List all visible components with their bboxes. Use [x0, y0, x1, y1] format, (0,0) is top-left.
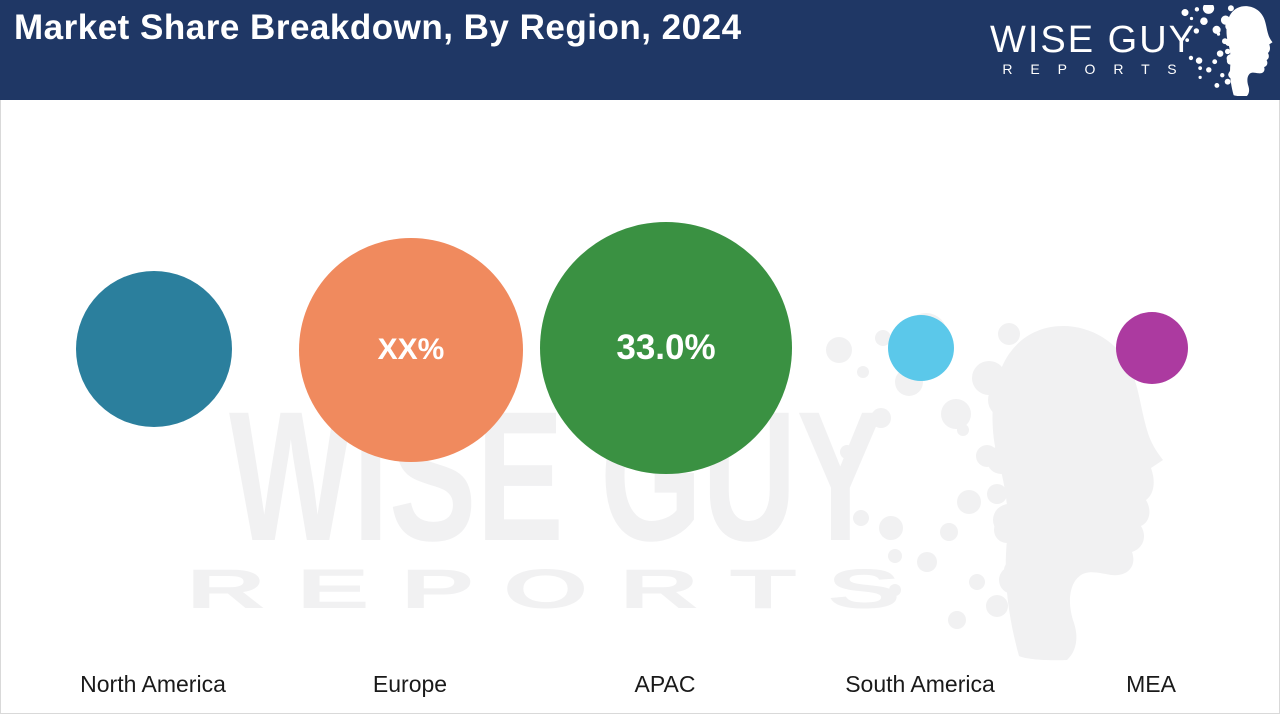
- bubble-south-america: [888, 315, 954, 381]
- logo-subtitle: R E P O R T S: [1002, 61, 1184, 77]
- bubble-value-label: 33.0%: [616, 328, 716, 367]
- bubble-north-america: [76, 271, 232, 427]
- category-label-mea: MEA: [1126, 671, 1176, 697]
- category-label-europe: Europe: [372, 671, 448, 697]
- logo-face-icon: [1181, 5, 1273, 96]
- wiseguy-logo: WISE GUY R E P O R T S: [990, 20, 1196, 77]
- page-title: Market Share Breakdown, By Region, 2024: [14, 8, 742, 47]
- bubble-apac: 33.0%: [540, 222, 792, 474]
- bubble-europe: XX%: [299, 238, 523, 462]
- category-label-north-america: North America: [80, 671, 226, 697]
- category-label-apac: APAC: [634, 671, 696, 697]
- header: Market Share Breakdown, By Region, 2024 …: [0, 0, 1280, 100]
- bubble-value-label: XX%: [377, 333, 445, 366]
- bubble-mea: [1116, 312, 1188, 384]
- logo-wordmark: WISE GUY: [989, 19, 1196, 61]
- chart-area: WISE GUY R E P O R T S XX% 33.0%: [0, 100, 1280, 714]
- watermark-reports: R E P O R T S: [186, 557, 901, 620]
- watermark-head-icon: [826, 313, 1163, 661]
- category-label-south-america: South America: [845, 671, 995, 697]
